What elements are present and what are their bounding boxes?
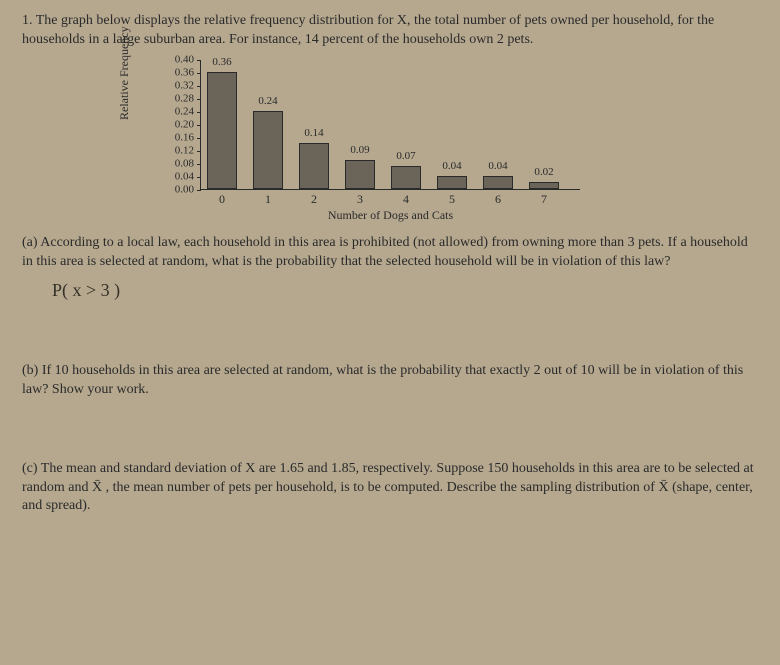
x-tick: 6 bbox=[495, 191, 501, 207]
bar-value-label: 0.07 bbox=[396, 149, 415, 164]
x-tick: 0 bbox=[219, 191, 225, 207]
part-a-text: (a) According to a local law, each house… bbox=[22, 234, 758, 272]
bar-value-label: 0.09 bbox=[350, 143, 369, 158]
bar-value-label: 0.14 bbox=[304, 126, 323, 141]
x-tick: 7 bbox=[541, 191, 547, 207]
x-tick: 3 bbox=[357, 191, 363, 207]
handwritten-answer-a: P( x > 3 ) bbox=[52, 278, 758, 302]
part-b: (b) If 10 households in this area are se… bbox=[22, 362, 758, 400]
bar-value-label: 0.24 bbox=[258, 94, 277, 109]
part-b-text: (b) If 10 households in this area are se… bbox=[22, 362, 758, 400]
x-tick: 4 bbox=[403, 191, 409, 207]
frequency-bar-chart: Relative Frequency 0.400.360.320.280.240… bbox=[152, 60, 602, 220]
bar-value-label: 0.04 bbox=[488, 159, 507, 174]
bar bbox=[299, 143, 329, 189]
question-intro: 1. The graph below displays the relative… bbox=[22, 12, 758, 50]
part-c-text: (c) The mean and standard deviation of X… bbox=[22, 460, 758, 517]
bar-value-label: 0.04 bbox=[442, 159, 461, 174]
y-ticks: 0.400.360.320.280.240.200.160.120.080.04… bbox=[160, 60, 194, 190]
y-axis-label: Relative Frequency bbox=[116, 26, 132, 120]
bar bbox=[253, 111, 283, 189]
y-tick: 0.00 bbox=[175, 182, 194, 197]
part-a: (a) According to a local law, each house… bbox=[22, 234, 758, 302]
bar bbox=[207, 72, 237, 189]
bar-value-label: 0.36 bbox=[212, 55, 231, 70]
x-axis-label: Number of Dogs and Cats bbox=[328, 207, 453, 223]
x-tick: 1 bbox=[265, 191, 271, 207]
x-tick: 5 bbox=[449, 191, 455, 207]
bar bbox=[529, 182, 559, 189]
x-tick: 2 bbox=[311, 191, 317, 207]
bar bbox=[437, 176, 467, 189]
chart-plot-area: Number of Dogs and Cats 0.3600.2410.1420… bbox=[200, 60, 580, 190]
part-c: (c) The mean and standard deviation of X… bbox=[22, 460, 758, 517]
bar bbox=[391, 166, 421, 189]
bar-value-label: 0.02 bbox=[534, 165, 553, 180]
bar bbox=[345, 160, 375, 189]
bar bbox=[483, 176, 513, 189]
